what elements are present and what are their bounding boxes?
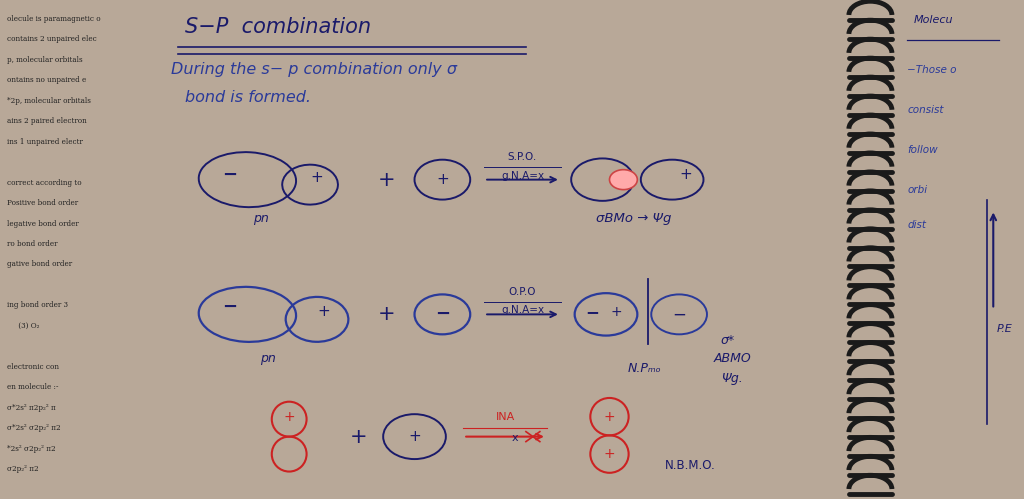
- Text: ains 2 paired electron: ains 2 paired electron: [6, 117, 86, 125]
- Text: −: −: [222, 166, 238, 184]
- Text: g.N.A=x: g.N.A=x: [501, 305, 544, 315]
- Text: ABMO: ABMO: [714, 352, 752, 365]
- Text: *2p, molecular orbitals: *2p, molecular orbitals: [6, 97, 90, 105]
- Text: dist: dist: [907, 220, 927, 230]
- Text: N.Pₘₒ: N.Pₘₒ: [628, 362, 662, 375]
- Text: +: +: [409, 429, 421, 444]
- Text: Positive bond order: Positive bond order: [6, 199, 78, 207]
- Text: +: +: [378, 170, 395, 190]
- Text: correct according to: correct according to: [6, 179, 81, 187]
- Text: en molecule :-: en molecule :-: [6, 383, 58, 391]
- Text: g.N.A=x: g.N.A=x: [501, 171, 544, 181]
- Text: O.P.O: O.P.O: [509, 287, 537, 297]
- Text: Ψg.: Ψg.: [721, 372, 742, 385]
- Text: During the s− p combination only σ: During the s− p combination only σ: [171, 62, 457, 77]
- Text: p, molecular orbitals: p, molecular orbitals: [6, 56, 82, 64]
- Text: σ*: σ*: [721, 334, 735, 347]
- Text: bond is formed.: bond is formed.: [184, 90, 310, 105]
- Text: ontains no unpaired e: ontains no unpaired e: [6, 76, 86, 84]
- Text: +: +: [350, 427, 368, 447]
- Text: −: −: [672, 305, 686, 323]
- Ellipse shape: [609, 170, 637, 190]
- Text: pn: pn: [254, 212, 269, 225]
- Text: INA: INA: [496, 412, 515, 422]
- Text: (3) O₂: (3) O₂: [6, 322, 39, 330]
- Text: follow: follow: [907, 145, 938, 155]
- Text: P.E: P.E: [997, 324, 1013, 334]
- Text: +: +: [604, 410, 615, 424]
- Text: σBMo → Ψg: σBMo → Ψg: [596, 212, 671, 225]
- Text: +: +: [378, 304, 395, 324]
- Text: −: −: [435, 305, 450, 323]
- Text: +: +: [317, 304, 331, 319]
- Text: x: x: [512, 433, 519, 443]
- Text: +: +: [610, 305, 623, 319]
- Text: σ*2s² π2p₂² π: σ*2s² π2p₂² π: [6, 404, 55, 412]
- Text: σ*2s² σ2p₂² π2: σ*2s² σ2p₂² π2: [6, 424, 60, 432]
- Text: +: +: [680, 167, 692, 182]
- Text: −: −: [222, 298, 238, 316]
- Text: legative bond order: legative bond order: [6, 220, 78, 228]
- Text: +: +: [436, 172, 449, 187]
- Text: −Those o: −Those o: [907, 65, 956, 75]
- Text: ing bond order 3: ing bond order 3: [6, 301, 68, 309]
- Text: +: +: [310, 170, 324, 185]
- Text: σ2p₂² π2: σ2p₂² π2: [6, 465, 38, 473]
- Text: gative bond order: gative bond order: [6, 260, 72, 268]
- Text: ins 1 unpaired electr: ins 1 unpaired electr: [6, 138, 82, 146]
- Text: +: +: [604, 447, 615, 461]
- Text: +: +: [284, 410, 295, 424]
- Text: consist: consist: [907, 105, 944, 115]
- Text: *2s² σ2p₂² π2: *2s² σ2p₂² π2: [6, 445, 55, 453]
- Text: orbi: orbi: [907, 185, 928, 195]
- Text: Molecu: Molecu: [913, 15, 953, 25]
- Text: −: −: [585, 303, 599, 321]
- Text: S.P.O.: S.P.O.: [508, 152, 537, 162]
- Text: electronic con: electronic con: [6, 363, 58, 371]
- Text: olecule is paramagnetic o: olecule is paramagnetic o: [6, 15, 100, 23]
- Text: contains 2 unpaired elec: contains 2 unpaired elec: [6, 35, 96, 43]
- Text: ro bond order: ro bond order: [6, 240, 57, 248]
- Text: N.B.M.O.: N.B.M.O.: [666, 459, 716, 472]
- Text: pn: pn: [260, 352, 276, 365]
- Text: S−P  combination: S−P combination: [184, 17, 371, 37]
